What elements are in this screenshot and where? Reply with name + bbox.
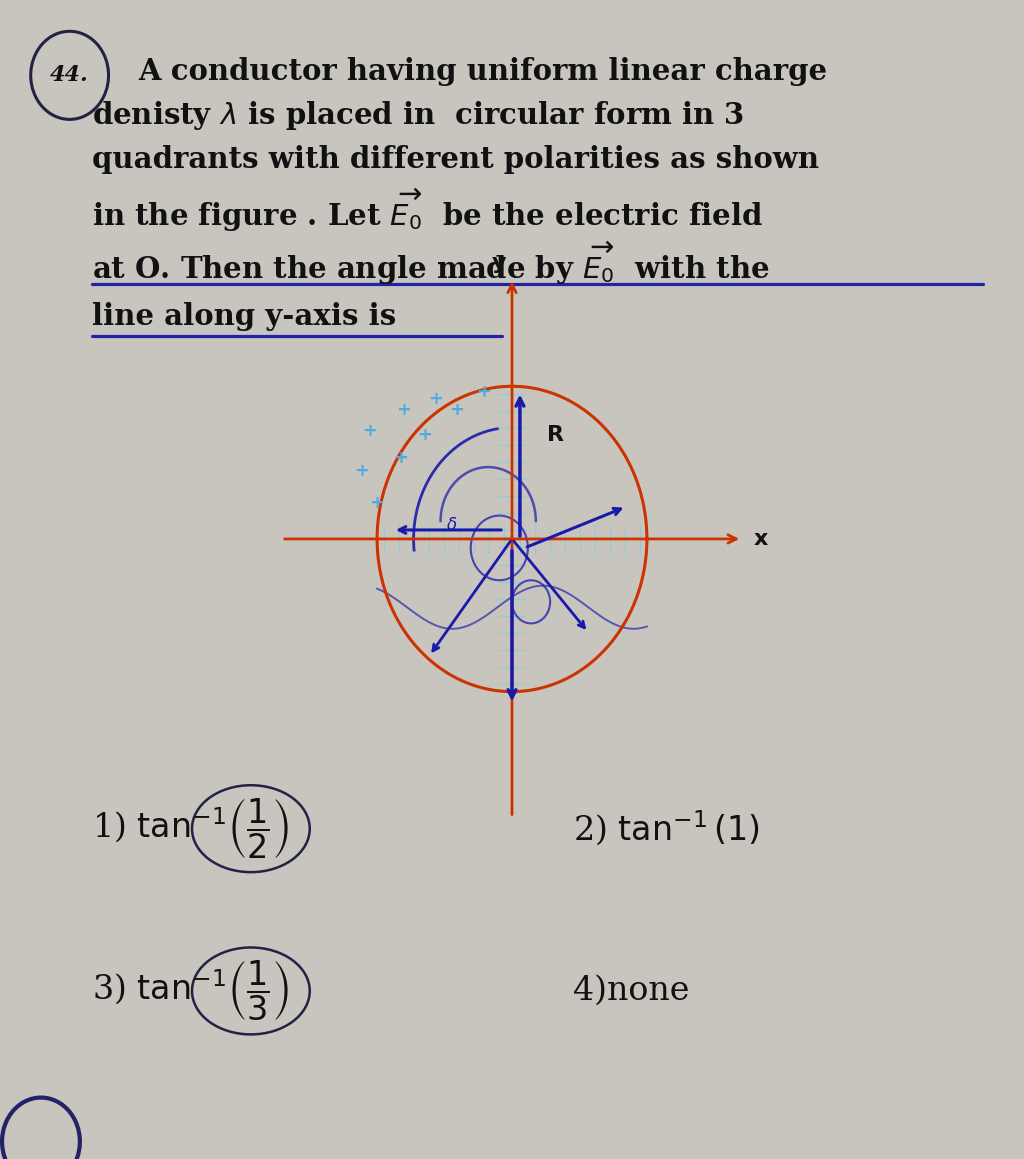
Text: in the figure . Let $\overrightarrow{E_0}$  be the electric field: in the figure . Let $\overrightarrow{E_0… xyxy=(92,188,763,234)
Text: +: + xyxy=(449,401,464,418)
Text: 4)none: 4)none xyxy=(573,975,690,1007)
Text: A conductor having uniform linear charge: A conductor having uniform linear charge xyxy=(138,57,827,87)
Text: 1) $\tan^{-1}\!\left(\dfrac{1}{2}\right)$: 1) $\tan^{-1}\!\left(\dfrac{1}{2}\right)… xyxy=(92,796,290,861)
Text: y: y xyxy=(493,253,507,274)
Text: denisty $\lambda$ is placed in  circular form in 3: denisty $\lambda$ is placed in circular … xyxy=(92,100,744,132)
Text: +: + xyxy=(393,449,409,467)
Text: +: + xyxy=(396,401,412,418)
Text: +: + xyxy=(353,461,369,480)
Text: +: + xyxy=(476,382,490,401)
Text: line along y-axis is: line along y-axis is xyxy=(92,301,396,331)
Text: quadrants with different polarities as shown: quadrants with different polarities as s… xyxy=(92,145,819,175)
Text: 2) $\tan^{-1}(1)$: 2) $\tan^{-1}(1)$ xyxy=(573,809,761,848)
Text: 3) $\tan^{-1}\!\left(\dfrac{1}{3}\right)$: 3) $\tan^{-1}\!\left(\dfrac{1}{3}\right)… xyxy=(92,958,290,1023)
Text: x: x xyxy=(754,529,768,549)
Text: +: + xyxy=(428,389,443,408)
Text: +: + xyxy=(370,494,385,512)
Text: +: + xyxy=(361,422,377,440)
Text: 44.: 44. xyxy=(50,65,89,86)
Text: δ: δ xyxy=(446,516,457,533)
Text: R: R xyxy=(547,424,564,445)
Text: at O. Then the angle made by $\overrightarrow{E_0}$  with the: at O. Then the angle made by $\overright… xyxy=(92,240,770,286)
Text: +: + xyxy=(417,425,432,444)
